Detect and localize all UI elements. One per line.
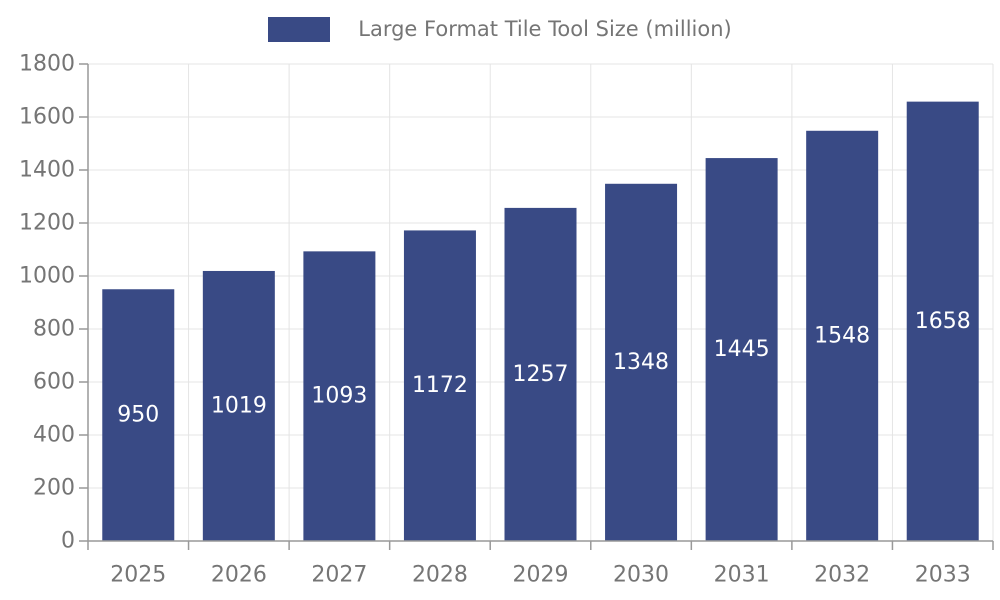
y-tick-label: 1400 (19, 158, 75, 183)
y-tick-label: 1000 (19, 264, 75, 289)
bar (605, 183, 678, 541)
y-tick-label: 0 (61, 529, 75, 554)
legend-swatch (268, 17, 331, 42)
legend-item[interactable]: Large Format Tile Tool Size (million) (268, 17, 732, 42)
y-tick-label: 1200 (19, 211, 75, 236)
y-tick-label: 200 (33, 476, 75, 501)
bar (705, 158, 778, 541)
y-tick-label: 800 (33, 317, 75, 342)
bar (303, 251, 376, 542)
bar (806, 130, 879, 541)
x-tick-label: 2026 (211, 563, 267, 588)
legend-label: Large Format Tile Tool Size (million) (358, 17, 732, 41)
bar (504, 207, 577, 541)
y-tick-label: 400 (33, 423, 75, 448)
x-tick-label: 2029 (513, 563, 569, 588)
bar (202, 270, 275, 541)
y-tick-label: 600 (33, 370, 75, 395)
x-tick-label: 2025 (110, 563, 166, 588)
bar-value-label: 1658 (915, 309, 971, 334)
x-tick-label: 2031 (714, 563, 770, 588)
x-tick-label: 2032 (814, 563, 870, 588)
bar (102, 289, 175, 541)
bar-value-label: 1348 (613, 350, 669, 375)
y-tick-label: 1800 (19, 52, 75, 77)
bar (906, 101, 979, 541)
x-tick-label: 2028 (412, 563, 468, 588)
bar-value-label: 1172 (412, 373, 468, 398)
chart-legend: Large Format Tile Tool Size (million) (0, 17, 1000, 42)
bar-value-label: 1093 (311, 384, 367, 409)
bar-value-label: 1019 (211, 393, 267, 418)
bar-value-label: 1257 (513, 362, 569, 387)
x-tick-label: 2030 (613, 563, 669, 588)
y-tick-label: 1600 (19, 105, 75, 130)
bar-value-label: 950 (117, 403, 159, 428)
x-tick-label: 2033 (915, 563, 971, 588)
bar-value-label: 1445 (714, 337, 770, 362)
bar-value-label: 1548 (814, 323, 870, 348)
x-tick-label: 2027 (311, 563, 367, 588)
bar (403, 230, 476, 542)
